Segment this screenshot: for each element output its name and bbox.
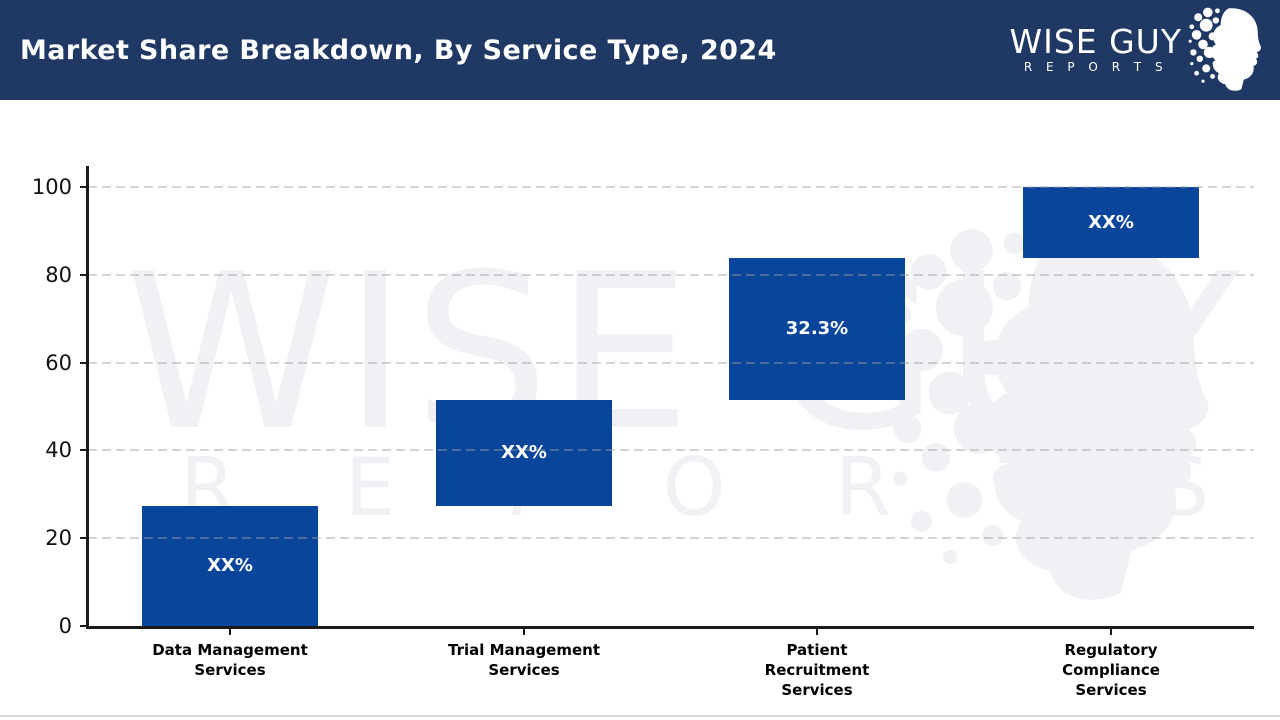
- footer-rule: [0, 715, 1280, 717]
- y-tick-mark: [80, 537, 88, 540]
- x-tick-mark: [1110, 629, 1112, 635]
- header: Market Share Breakdown, By Service Type,…: [0, 0, 1280, 100]
- gridline: [88, 186, 1254, 188]
- x-category-label-line: Services: [488, 661, 560, 679]
- bar-value-label: 32.3%: [785, 318, 849, 340]
- y-tick-label: 100: [31, 175, 72, 199]
- x-category-label-line: Compliance: [1062, 661, 1160, 679]
- bar-value-label: XX%: [207, 555, 253, 577]
- y-tick-label: 20: [45, 526, 72, 551]
- x-category-label: Patient Recruitment Services: [687, 640, 947, 700]
- gridline: [88, 273, 1254, 276]
- y-tick-label: 80: [45, 262, 72, 287]
- logo-wordmark: WISE GUY: [1009, 22, 1182, 61]
- y-tick-mark: [80, 273, 88, 276]
- x-category-label: Regulatory Compliance Services: [981, 640, 1241, 700]
- x-category-label: Data Management Services: [100, 640, 360, 680]
- y-tick-label: 40: [45, 438, 72, 463]
- gridline: [88, 449, 1254, 452]
- x-category-label-line: Services: [781, 681, 853, 699]
- x-category-label-line: Regulatory: [1064, 641, 1158, 659]
- y-tick-label: 60: [45, 350, 72, 375]
- x-category-label-line: Data Management: [152, 641, 308, 659]
- x-category-label-line: Services: [194, 661, 266, 679]
- y-tick-mark: [80, 186, 88, 188]
- bar-value-label: XX%: [501, 442, 547, 464]
- x-category-label-line: Services: [1075, 681, 1147, 699]
- y-tick-mark: [80, 625, 88, 627]
- x-tick-mark: [816, 629, 818, 635]
- x-category-label-line: Trial Management: [447, 641, 601, 659]
- y-tick-mark: [80, 449, 88, 452]
- x-category-label-line: Patient: [786, 641, 848, 659]
- bar-segment: [729, 258, 905, 400]
- brand-logo: WISE GUY R E P O R T S: [1009, 6, 1268, 94]
- page-title: Market Share Breakdown, By Service Type,…: [20, 34, 777, 66]
- x-tick-mark: [523, 629, 525, 635]
- x-axis-spine: [86, 626, 1254, 629]
- bar-value-label: XX%: [1088, 211, 1134, 233]
- x-category-label: Trial Management Services: [394, 640, 654, 680]
- logo-head-icon: [1188, 7, 1262, 91]
- brand-logo-text: WISE GUY R E P O R T S: [1009, 25, 1182, 75]
- x-tick-mark: [229, 629, 231, 635]
- logo-subtext: R E P O R T S: [1023, 60, 1168, 74]
- y-tick-mark: [80, 361, 88, 364]
- gridline: [88, 361, 1254, 364]
- bar-segment: [436, 399, 612, 507]
- gridline: [88, 537, 1254, 540]
- bar-segment: [142, 506, 318, 626]
- x-category-label-line: Recruitment: [764, 661, 870, 679]
- y-tick-label: 0: [58, 614, 72, 638]
- y-axis-spine: [86, 166, 89, 629]
